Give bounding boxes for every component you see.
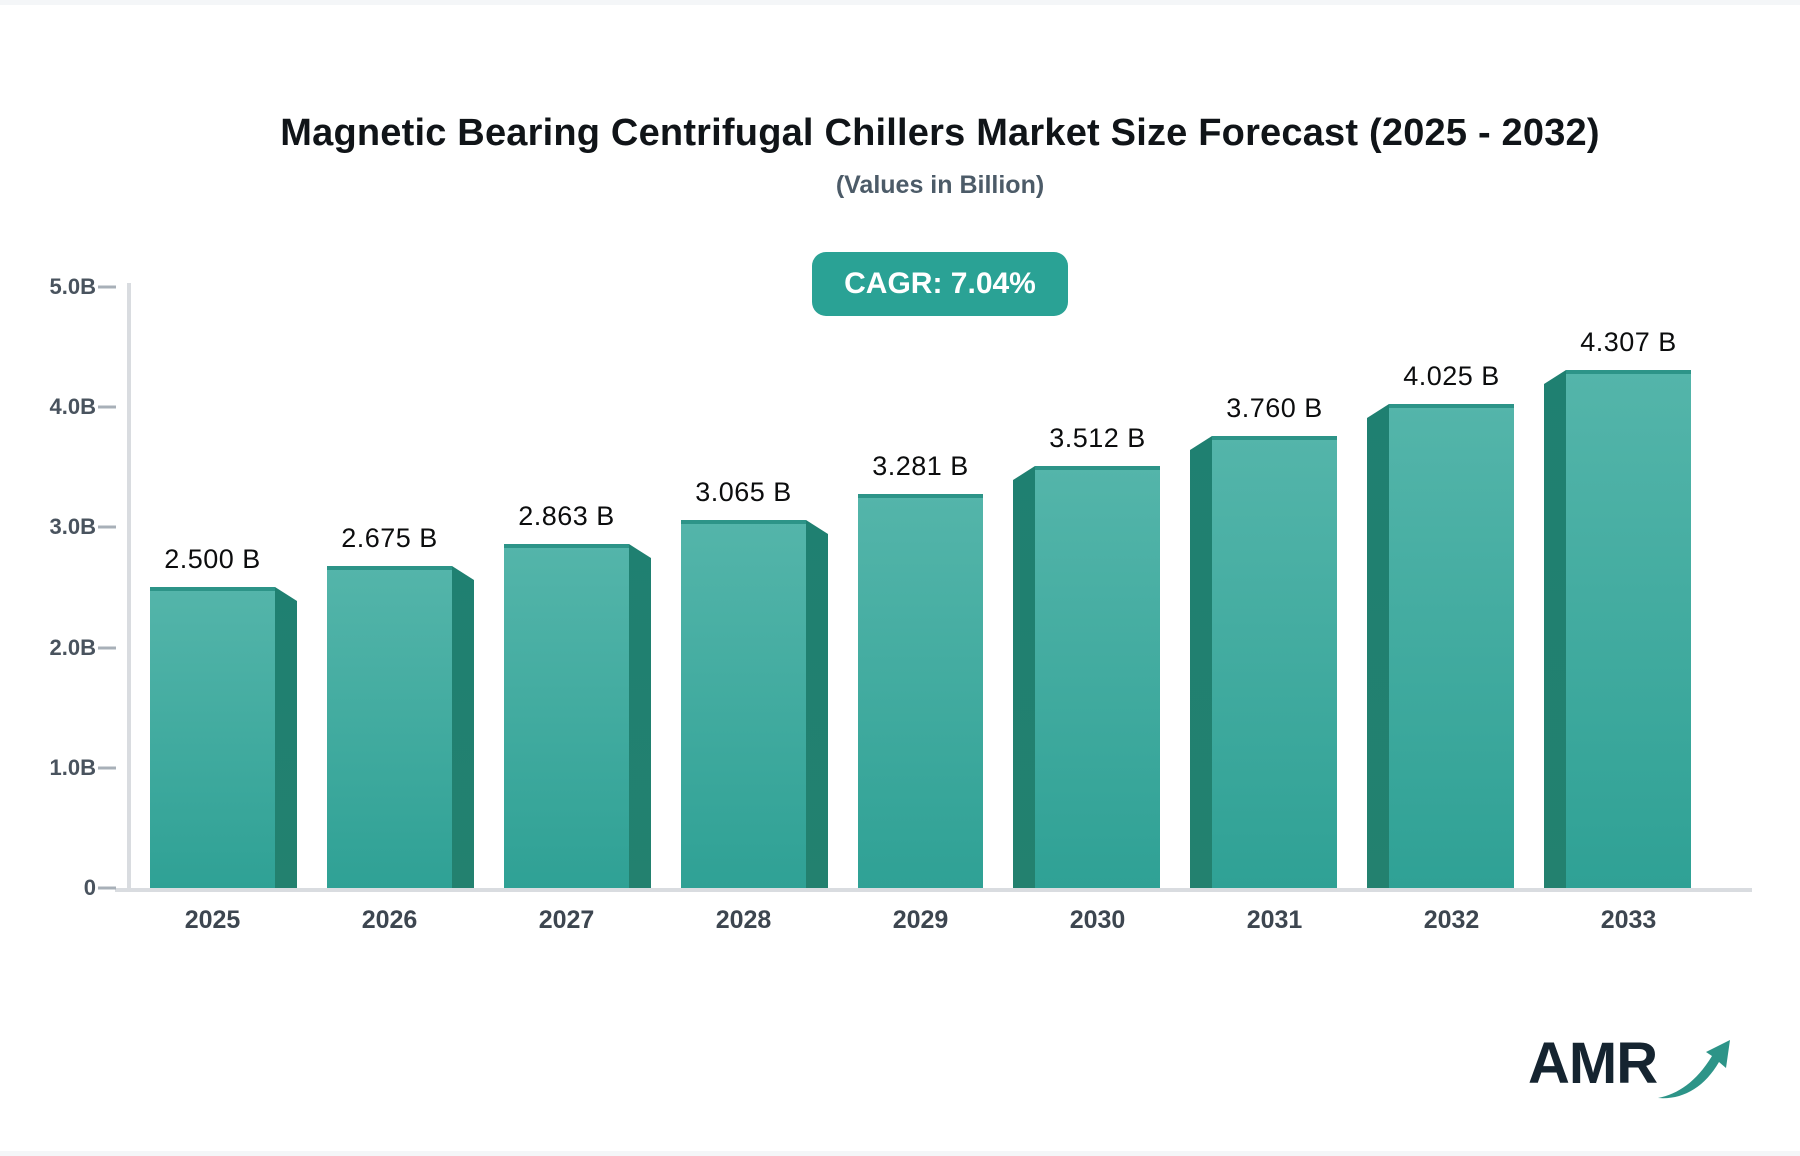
bar-value-label: 2.863 B: [518, 501, 615, 531]
bar-top-edge: [150, 587, 275, 591]
x-axis-line: [115, 888, 1752, 892]
y-tick-label: 2.0B: [49, 634, 96, 660]
bar-value-label: 2.675 B: [341, 523, 438, 553]
bar-top-edge: [1389, 404, 1514, 408]
x-tick-label: 2029: [892, 906, 949, 934]
bar-top-edge: [504, 544, 629, 548]
y-tick-label: 4.0B: [49, 394, 96, 420]
bar-value-label: 3.512 B: [1049, 423, 1146, 453]
bar-value-label: 4.025 B: [1403, 361, 1500, 391]
y-tick-dash: [98, 525, 116, 529]
bar: [681, 520, 806, 888]
bar: [327, 566, 452, 888]
y-tick-dash: [98, 405, 116, 409]
bar-value-label: 3.281 B: [872, 451, 969, 481]
page-bottom-border: [0, 1151, 1800, 1156]
x-tick-label: 2032: [1423, 906, 1480, 934]
y-tick-label: 5.0B: [49, 274, 96, 299]
amr-logo-text: AMR: [1528, 1031, 1658, 1096]
x-tick-label: 2026: [361, 906, 418, 934]
y-tick-label: 0: [83, 875, 96, 900]
chart-header: Magnetic Bearing Centrifugal Chillers Ma…: [80, 0, 1800, 316]
x-tick-label: 2033: [1600, 906, 1657, 934]
y-tick-dash: [98, 285, 116, 289]
bar-3d-side: [1013, 466, 1035, 888]
x-tick-label: 2025: [184, 906, 241, 934]
bar-value-label: 2.500 B: [164, 544, 261, 574]
bar-top-edge: [1212, 436, 1337, 440]
bar-3d-side: [1190, 436, 1212, 888]
bar: [1389, 404, 1514, 888]
cagr-badge: CAGR: 7.04%: [812, 252, 1068, 316]
bar: [1566, 370, 1691, 888]
bar-top-edge: [327, 566, 452, 570]
page-top-border: [0, 0, 1800, 5]
x-tick-label: 2027: [538, 906, 595, 934]
bar-value-label: 3.065 B: [695, 477, 792, 507]
y-tick-dash: [98, 766, 116, 770]
bar-top-edge: [1566, 370, 1691, 374]
y-tick-label: 1.0B: [49, 754, 96, 780]
bar-3d-side: [1544, 370, 1566, 888]
y-axis-line: [127, 283, 131, 890]
x-tick-label: 2031: [1246, 906, 1303, 934]
bar-3d-side: [452, 566, 474, 888]
bar-3d-side: [629, 544, 651, 888]
bar-value-label: 4.307 B: [1580, 327, 1677, 357]
trend-up-arrow-icon: [1658, 1040, 1730, 1099]
bar: [504, 544, 629, 888]
amr-logo: AMR: [1528, 1030, 1730, 1120]
x-tick-label: 2030: [1069, 906, 1126, 934]
bar-3d-side: [806, 520, 828, 888]
bar-3d-side: [1367, 404, 1389, 888]
bar-top-edge: [858, 494, 983, 498]
bar: [858, 494, 983, 888]
bar: [1212, 436, 1337, 888]
bar: [1035, 466, 1160, 888]
bar-top-edge: [681, 520, 806, 524]
y-tick-dash: [98, 886, 116, 890]
x-tick-label: 2028: [715, 906, 772, 934]
bar-value-label: 3.760 B: [1226, 393, 1323, 423]
bar-top-edge: [1035, 466, 1160, 470]
bar: [150, 587, 275, 888]
y-tick-dash: [98, 646, 116, 650]
chart-title: Magnetic Bearing Centrifugal Chillers Ma…: [280, 112, 1600, 154]
chart-subtitle: (Values in Billion): [835, 171, 1045, 199]
y-tick-label: 3.0B: [49, 514, 96, 540]
bar-3d-side: [275, 587, 297, 888]
